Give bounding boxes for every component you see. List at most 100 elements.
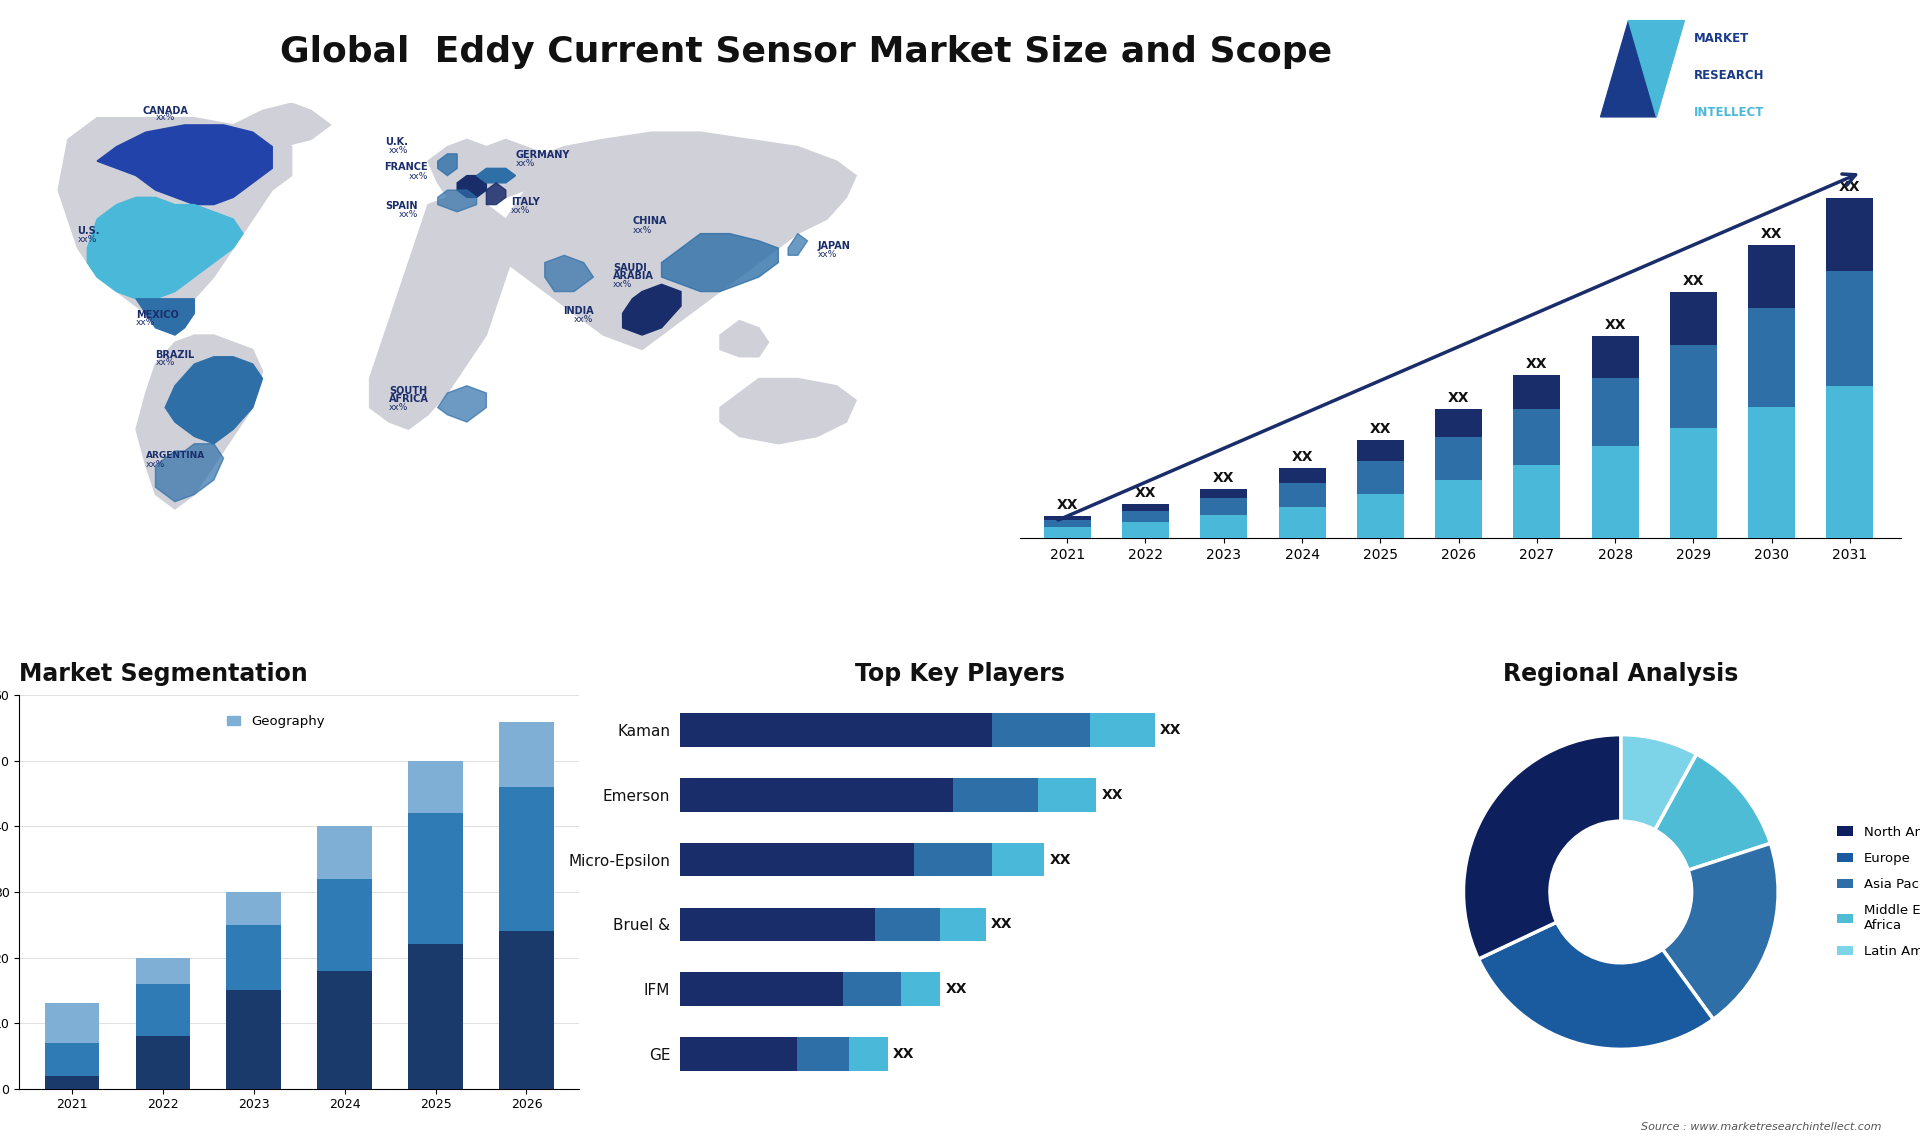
Polygon shape: [136, 299, 194, 335]
Text: xx%: xx%: [390, 403, 409, 413]
Polygon shape: [86, 197, 244, 299]
Bar: [1434, 437, 1482, 480]
Bar: [941, 908, 985, 941]
Wedge shape: [1620, 735, 1697, 830]
Bar: [680, 908, 876, 941]
Bar: [1826, 272, 1874, 386]
Bar: [44, 1004, 100, 1043]
Polygon shape: [438, 154, 457, 175]
Text: BRAZIL: BRAZIL: [156, 350, 194, 360]
Bar: [317, 879, 372, 971]
Text: AFRICA: AFRICA: [390, 394, 428, 405]
Wedge shape: [1663, 843, 1778, 1019]
Bar: [1279, 482, 1325, 507]
Bar: [409, 814, 463, 944]
Bar: [1749, 245, 1795, 308]
Bar: [136, 983, 190, 1036]
Text: XX: XX: [1213, 471, 1235, 485]
Bar: [797, 1037, 849, 1070]
Wedge shape: [1463, 735, 1620, 959]
Bar: [1200, 489, 1248, 499]
Bar: [409, 944, 463, 1089]
Text: XX: XX: [1102, 787, 1123, 802]
Polygon shape: [438, 190, 476, 212]
Bar: [1089, 713, 1154, 747]
Bar: [1513, 375, 1561, 409]
Bar: [680, 778, 952, 811]
Text: XX: XX: [1682, 274, 1705, 288]
Text: xx%: xx%: [511, 206, 530, 215]
Bar: [1749, 407, 1795, 537]
Text: xx%: xx%: [818, 250, 837, 259]
Polygon shape: [486, 183, 505, 205]
Bar: [317, 971, 372, 1089]
Text: xx%: xx%: [516, 159, 536, 168]
Polygon shape: [136, 335, 263, 509]
Text: SPAIN: SPAIN: [386, 201, 419, 211]
Polygon shape: [156, 444, 223, 502]
Bar: [680, 842, 914, 877]
Bar: [1670, 345, 1716, 429]
Bar: [1749, 308, 1795, 407]
Legend: Geography: Geography: [223, 709, 330, 733]
Bar: [680, 713, 993, 747]
Bar: [843, 972, 900, 1006]
Wedge shape: [1478, 923, 1713, 1050]
Bar: [1037, 778, 1096, 811]
Text: XX: XX: [1369, 422, 1392, 435]
Text: XX: XX: [1526, 356, 1548, 370]
Bar: [1121, 504, 1169, 511]
Bar: [1670, 292, 1716, 345]
Bar: [900, 972, 941, 1006]
Text: MEXICO: MEXICO: [136, 309, 179, 320]
Bar: [499, 932, 553, 1089]
Text: Market Segmentation: Market Segmentation: [19, 662, 307, 686]
Polygon shape: [662, 234, 778, 291]
Text: XX: XX: [1160, 723, 1181, 737]
Bar: [317, 826, 372, 879]
Text: XX: XX: [1448, 391, 1469, 406]
Text: XX: XX: [945, 982, 968, 996]
Polygon shape: [98, 125, 273, 205]
Bar: [1592, 378, 1638, 446]
Text: xx%: xx%: [146, 460, 165, 469]
Bar: [1357, 440, 1404, 461]
Bar: [499, 787, 553, 932]
Text: XX: XX: [893, 1047, 914, 1061]
Text: MARKET: MARKET: [1693, 32, 1749, 45]
Bar: [227, 925, 280, 990]
Title: Top Key Players: Top Key Players: [854, 662, 1066, 686]
Text: JAPAN: JAPAN: [818, 241, 851, 251]
Bar: [1044, 520, 1091, 527]
Bar: [44, 1076, 100, 1089]
Text: xx%: xx%: [612, 280, 632, 289]
Text: ITALY: ITALY: [511, 197, 540, 207]
Text: GERMANY: GERMANY: [516, 150, 570, 159]
Bar: [1434, 409, 1482, 437]
Bar: [1279, 507, 1325, 537]
Legend: North America, Europe, Asia Pacific, Middle East &
Africa, Latin America: North America, Europe, Asia Pacific, Mid…: [1832, 821, 1920, 964]
Text: XX: XX: [1292, 449, 1313, 464]
Polygon shape: [476, 168, 516, 183]
Bar: [849, 1037, 889, 1070]
Text: CHINA: CHINA: [632, 217, 666, 226]
Polygon shape: [1601, 21, 1657, 117]
Text: Global  Eddy Current Sensor Market Size and Scope: Global Eddy Current Sensor Market Size a…: [280, 34, 1332, 69]
Polygon shape: [165, 356, 263, 444]
Title: Regional Analysis: Regional Analysis: [1503, 662, 1738, 686]
Text: xx%: xx%: [156, 359, 175, 367]
Polygon shape: [234, 103, 330, 147]
Polygon shape: [622, 284, 682, 335]
Bar: [227, 892, 280, 925]
Text: xx%: xx%: [136, 319, 156, 328]
Bar: [1279, 468, 1325, 482]
Bar: [680, 972, 843, 1006]
Text: ARGENTINA: ARGENTINA: [146, 452, 205, 460]
Bar: [1826, 198, 1874, 272]
Bar: [499, 722, 553, 787]
Bar: [409, 761, 463, 814]
Text: INTELLECT: INTELLECT: [1693, 107, 1764, 119]
Bar: [1592, 446, 1638, 537]
Text: xx%: xx%: [399, 210, 419, 219]
Polygon shape: [720, 321, 768, 356]
